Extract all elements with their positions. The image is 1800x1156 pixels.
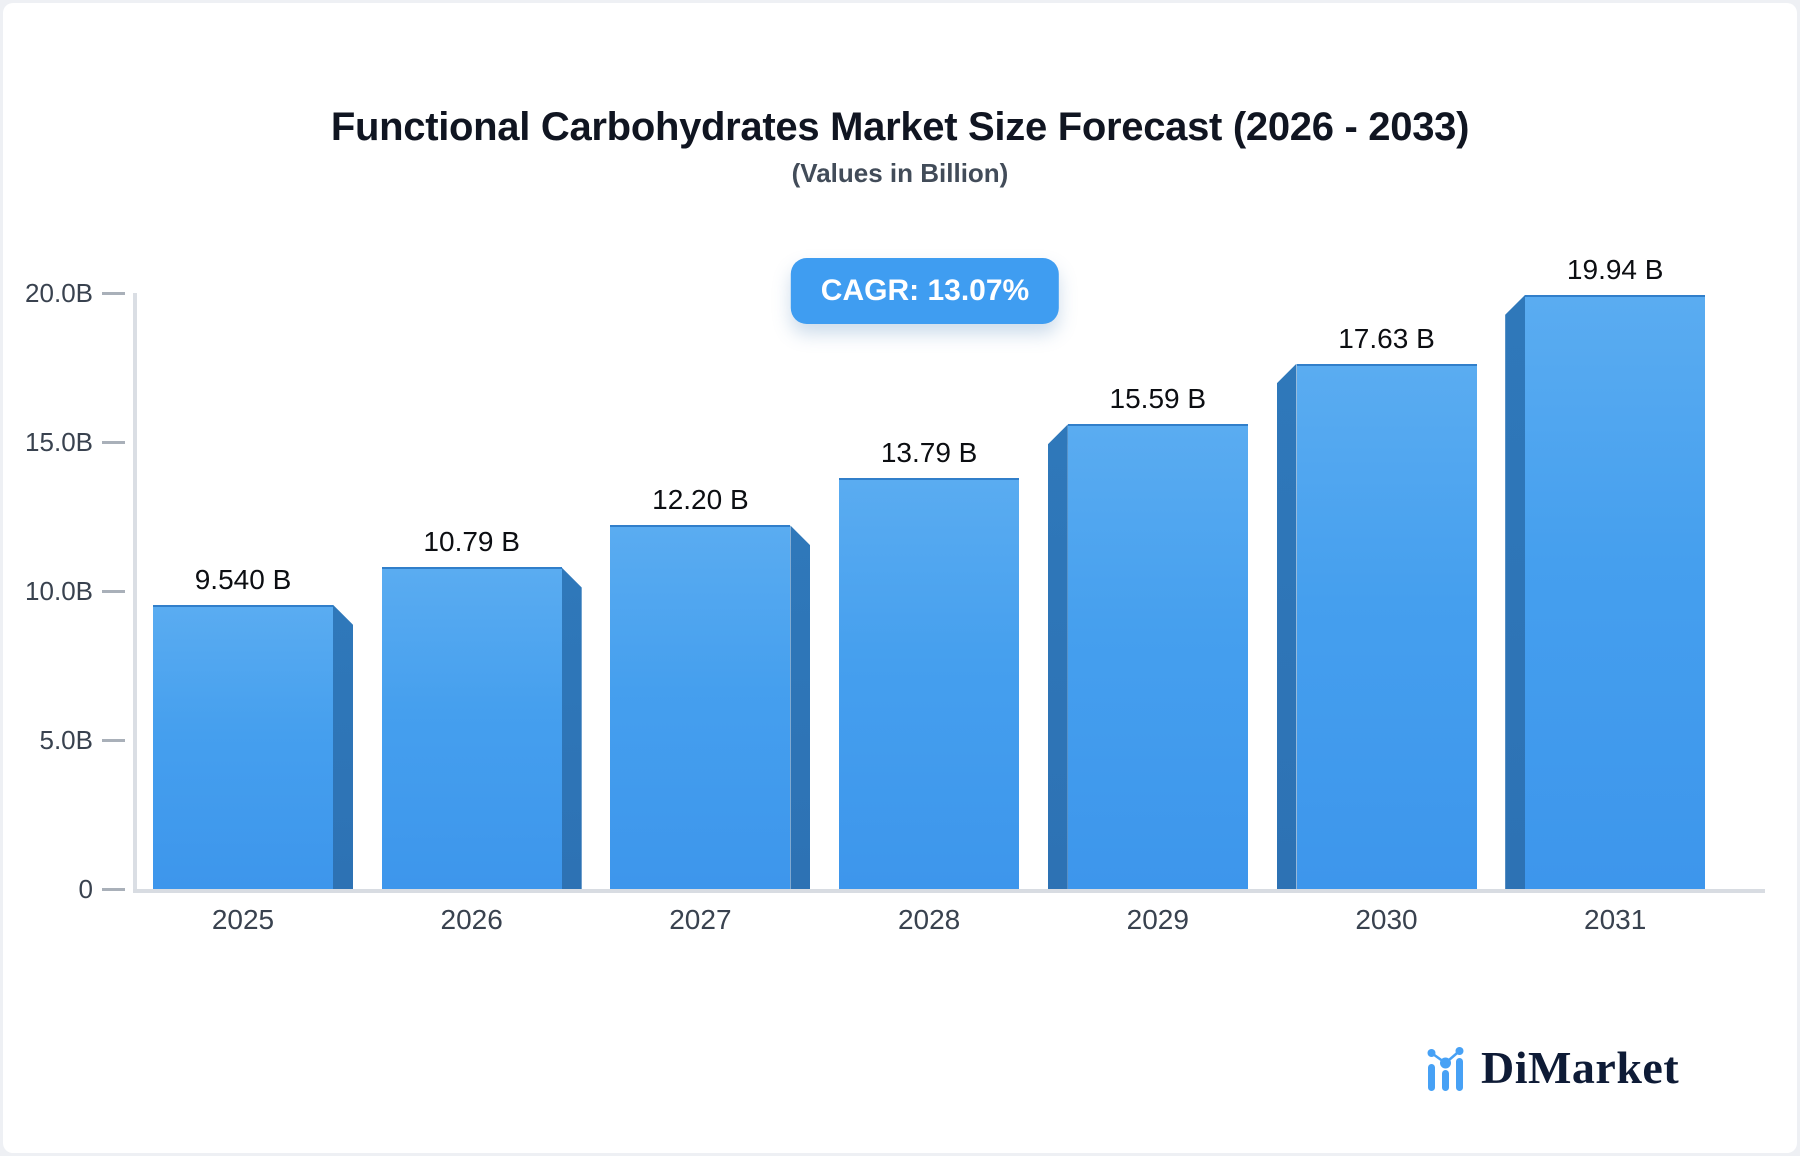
y-tick-label: 20.0B [25, 278, 93, 308]
bar-side-face [561, 567, 582, 889]
logo: DiMarket [1427, 1043, 1679, 1093]
y-tick-mark [102, 738, 125, 742]
bar-value-label: 10.79 B [423, 526, 520, 558]
bar-value-label: 19.94 B [1566, 253, 1664, 285]
bar-2031 [1525, 294, 1706, 889]
x-tick-label: 2027 [669, 904, 732, 935]
bar-line-chart-icon [1427, 1047, 1464, 1091]
x-tick-label: 2031 [1584, 904, 1647, 935]
y-tick-mark [102, 291, 125, 295]
bar-value-label: 9.540 B [194, 563, 292, 595]
bar-side-face [790, 525, 811, 889]
x-tick-label: 2028 [897, 904, 961, 935]
bar-value-label: 17.63 B [1338, 322, 1435, 354]
y-tick-label: 10.0B [25, 576, 93, 606]
bar-2030 [1296, 363, 1477, 889]
chart-title: Functional Carbohydrates Market Size For… [330, 105, 1470, 149]
y-axis-line [133, 293, 137, 893]
bar-side-face [1047, 424, 1068, 889]
bar-value-label: 12.20 B [652, 484, 749, 516]
y-tick-label: 5.0B [39, 725, 94, 755]
x-tick-label: 2029 [1126, 904, 1189, 935]
bar-2025 [153, 604, 333, 889]
bar-2029 [1067, 424, 1248, 889]
y-tick-mark [102, 440, 125, 444]
x-tick-label: 2025 [211, 904, 275, 935]
bar-2027 [610, 525, 791, 889]
bar-value-label: 15.59 B [1109, 383, 1207, 415]
bar-2028 [839, 478, 1020, 889]
y-tick-label: 15.0B [25, 427, 93, 457]
x-tick-label: 2030 [1355, 904, 1418, 935]
y-tick-label: 0 [78, 874, 93, 904]
y-tick-mark [102, 589, 125, 593]
x-tick-label: 2026 [440, 904, 503, 935]
bar-side-face [333, 604, 353, 889]
cagr-badge: CAGR: 13.07% [790, 258, 1060, 324]
bar-2026 [381, 567, 562, 889]
chart-card: Functional Carbohydrates Market Size For… [3, 3, 1797, 1153]
bar-side-face [1505, 294, 1526, 889]
bar-value-label: 13.79 B [880, 437, 978, 469]
y-tick-mark [102, 887, 125, 891]
logo-text: DiMarket [1481, 1042, 1680, 1093]
chart-subtitle: (Values in Billion) [791, 158, 1009, 188]
x-axis-line [133, 889, 1765, 893]
bar-side-face [1276, 363, 1297, 889]
